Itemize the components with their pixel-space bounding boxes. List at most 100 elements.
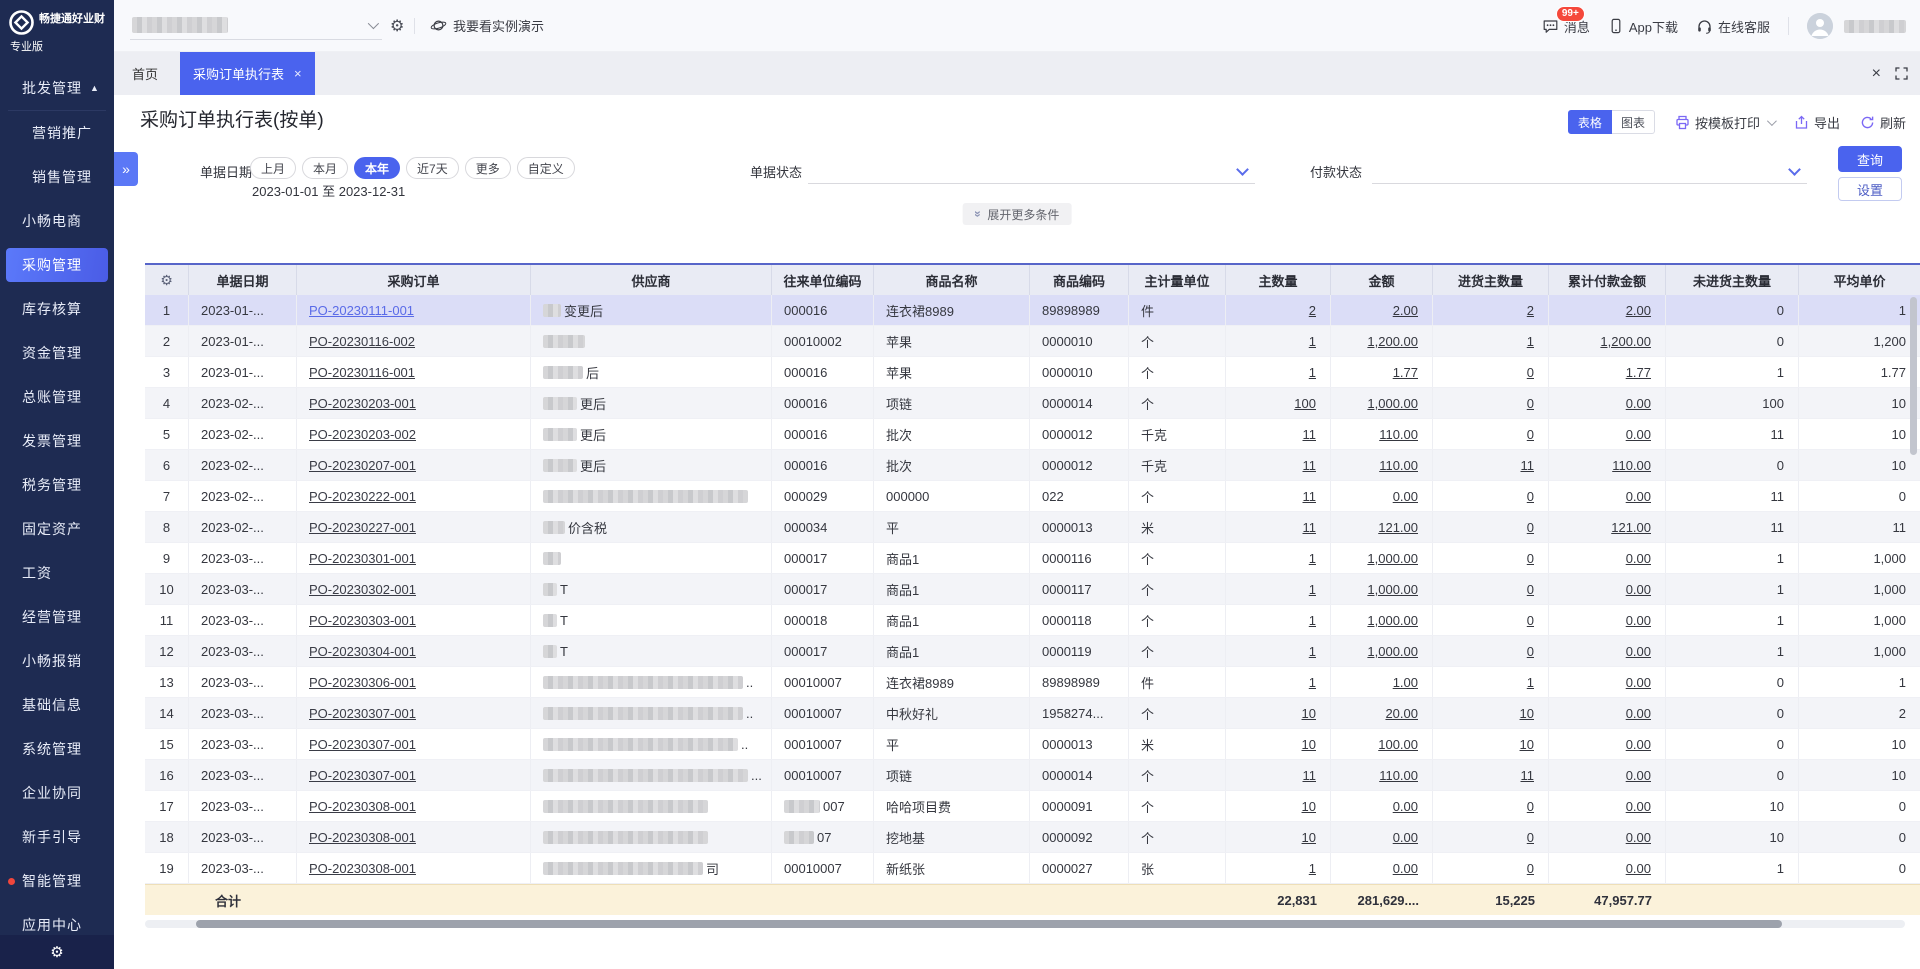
paid-link[interactable]: 121.00 <box>1611 519 1651 535</box>
sidebar-item[interactable]: 新手引导 <box>0 815 114 859</box>
sidebar-item[interactable]: 系统管理 <box>0 727 114 771</box>
in_qty-link[interactable]: 11 <box>1520 457 1535 473</box>
po-link[interactable]: PO-20230307-001 <box>309 767 416 783</box>
qty-link[interactable]: 11 <box>1302 457 1317 473</box>
table-row[interactable]: 19 2023-03-... PO-20230308-001 司 00010007 新纸张… <box>145 853 1920 884</box>
paid-link[interactable]: 0.00 <box>1625 488 1651 504</box>
column-header[interactable]: 商品名称 <box>874 265 1030 295</box>
column-header[interactable]: 往来单位编码 <box>772 265 874 295</box>
sidebar-item[interactable]: 经营管理 <box>0 595 114 639</box>
in_qty-link[interactable]: 0 <box>1526 798 1534 814</box>
paid-link[interactable]: 0.00 <box>1625 829 1651 845</box>
amount-link[interactable]: 100.00 <box>1378 736 1418 752</box>
table-row[interactable]: 7 2023-02-... PO-20230222-001 000029 000000 0… <box>145 481 1920 512</box>
amount-link[interactable]: 110.00 <box>1379 426 1418 442</box>
column-header[interactable]: 采购订单 <box>297 265 531 295</box>
po-link[interactable]: PO-20230203-002 <box>309 426 416 442</box>
column-header[interactable]: 未进货主数量 <box>1666 265 1799 295</box>
paid-link[interactable]: 0.00 <box>1625 860 1651 876</box>
paid-link[interactable]: 0.00 <box>1625 426 1651 442</box>
amount-link[interactable]: 1.77 <box>1392 364 1418 380</box>
paid-link[interactable]: 2.00 <box>1625 302 1651 318</box>
sidebar-item[interactable]: 小畅电商 <box>0 199 114 243</box>
date-option-pill[interactable]: 上月 <box>250 157 297 179</box>
sidebar-item[interactable]: 采购管理 <box>0 243 114 287</box>
table-row[interactable]: 14 2023-03-... PO-20230307-001.. 00010007 中秋… <box>145 698 1920 729</box>
chevron-down-icon[interactable] <box>1236 163 1249 176</box>
expand-more-filters-button[interactable]: » 展开更多条件 <box>962 203 1072 225</box>
po-link[interactable]: PO-20230116-001 <box>309 364 416 380</box>
sidebar-item[interactable]: 固定资产 <box>0 507 114 551</box>
qty-link[interactable]: 10 <box>1301 798 1316 814</box>
vertical-scrollbar-handle[interactable] <box>1910 297 1917 455</box>
table-row[interactable]: 15 2023-03-... PO-20230307-001.. 00010007 平 0… <box>145 729 1920 760</box>
amount-link[interactable]: 1,000.00 <box>1367 550 1418 566</box>
in_qty-link[interactable]: 1 <box>1526 333 1534 349</box>
sidebar-item[interactable]: 企业协同 <box>0 771 114 815</box>
amount-link[interactable]: 1,000.00 <box>1367 581 1418 597</box>
sidebar-item[interactable]: 基础信息 <box>0 683 114 727</box>
table-row[interactable]: 2 2023-01-... PO-20230116-002 00010002 苹果 000… <box>145 326 1920 357</box>
po-link[interactable]: PO-20230302-001 <box>309 581 416 597</box>
in_qty-link[interactable]: 0 <box>1526 426 1534 442</box>
amount-link[interactable]: 1,000.00 <box>1367 612 1418 628</box>
qty-link[interactable]: 1 <box>1308 550 1316 566</box>
view-toggle-table[interactable]: 表格 <box>1567 110 1612 134</box>
table-row[interactable]: 12 2023-03-... PO-20230304-001 T 000017 商品1 00… <box>145 636 1920 667</box>
qty-link[interactable]: 1 <box>1308 674 1316 690</box>
paid-link[interactable]: 0.00 <box>1625 550 1651 566</box>
table-row[interactable]: 13 2023-03-... PO-20230306-001.. 00010007 连衣… <box>145 667 1920 698</box>
po-link[interactable]: PO-20230203-001 <box>309 395 416 411</box>
column-header[interactable]: 金额 <box>1331 265 1433 295</box>
amount-link[interactable]: 2.00 <box>1392 302 1418 318</box>
column-header[interactable]: 商品编码 <box>1030 265 1129 295</box>
date-option-pill[interactable]: 本年 <box>354 157 401 179</box>
in_qty-link[interactable]: 11 <box>1520 767 1535 783</box>
po-link[interactable]: PO-20230303-001 <box>309 612 416 628</box>
qty-link[interactable]: 11 <box>1302 426 1317 442</box>
paid-link[interactable]: 0.00 <box>1625 581 1651 597</box>
sidebar-item[interactable]: 小畅报销 <box>0 639 114 683</box>
in_qty-link[interactable]: 0 <box>1526 643 1534 659</box>
po-link[interactable]: PO-20230307-001 <box>309 705 416 721</box>
column-header[interactable]: 主数量 <box>1226 265 1331 295</box>
po-link[interactable]: PO-20230111-001 <box>309 302 415 318</box>
in_qty-link[interactable]: 0 <box>1526 612 1534 628</box>
sidebar-item[interactable]: 税务管理 <box>0 463 114 507</box>
paid-link[interactable]: 0.00 <box>1625 612 1651 628</box>
column-header[interactable]: 单据日期 <box>189 265 297 295</box>
qty-link[interactable]: 10 <box>1301 705 1316 721</box>
po-link[interactable]: PO-20230307-001 <box>309 736 416 752</box>
refresh-button[interactable]: 刷新 <box>1860 113 1906 132</box>
qty-link[interactable]: 11 <box>1302 488 1317 504</box>
amount-link[interactable]: 0.00 <box>1392 860 1418 876</box>
in_qty-link[interactable]: 2 <box>1526 302 1534 318</box>
in_qty-link[interactable]: 0 <box>1526 519 1534 535</box>
table-row[interactable]: 4 2023-02-... PO-20230203-001 更后 000016 项链 000… <box>145 388 1920 419</box>
print-by-template-button[interactable]: 按模板打印 <box>1675 113 1777 132</box>
amount-link[interactable]: 110.00 <box>1379 457 1418 473</box>
sidebar-item[interactable]: 工资 <box>0 551 114 595</box>
in_qty-link[interactable]: 10 <box>1519 736 1534 752</box>
demo-link[interactable]: 我要看实例演示 <box>430 16 544 35</box>
sidebar-item[interactable]: 营销推广 <box>0 111 114 155</box>
horizontal-scrollbar-handle[interactable] <box>196 920 1782 928</box>
company-selector[interactable] <box>130 10 382 40</box>
in_qty-link[interactable]: 0 <box>1526 395 1534 411</box>
collapse-filter-button[interactable]: » <box>114 152 138 186</box>
amount-link[interactable]: 0.00 <box>1392 488 1418 504</box>
po-link[interactable]: PO-20230227-001 <box>309 519 416 535</box>
po-link[interactable]: PO-20230301-001 <box>309 550 416 566</box>
close-icon[interactable]: × <box>1871 64 1881 82</box>
amount-link[interactable]: 1,200.00 <box>1367 333 1418 349</box>
horizontal-scrollbar-track[interactable] <box>145 920 1905 928</box>
sidebar-item[interactable]: 销售管理 <box>0 155 114 199</box>
in_qty-link[interactable]: 0 <box>1526 860 1534 876</box>
fullscreen-icon[interactable] <box>1895 67 1908 80</box>
column-header[interactable]: 主计量单位 <box>1129 265 1226 295</box>
table-row[interactable]: 5 2023-02-... PO-20230203-002 更后 000016 批次 000… <box>145 419 1920 450</box>
app-download-button[interactable]: App下载 <box>1608 17 1678 36</box>
sidebar-item[interactable]: 总账管理 <box>0 375 114 419</box>
tab-close-icon[interactable]: × <box>294 66 302 81</box>
paid-link[interactable]: 1.77 <box>1625 364 1651 380</box>
